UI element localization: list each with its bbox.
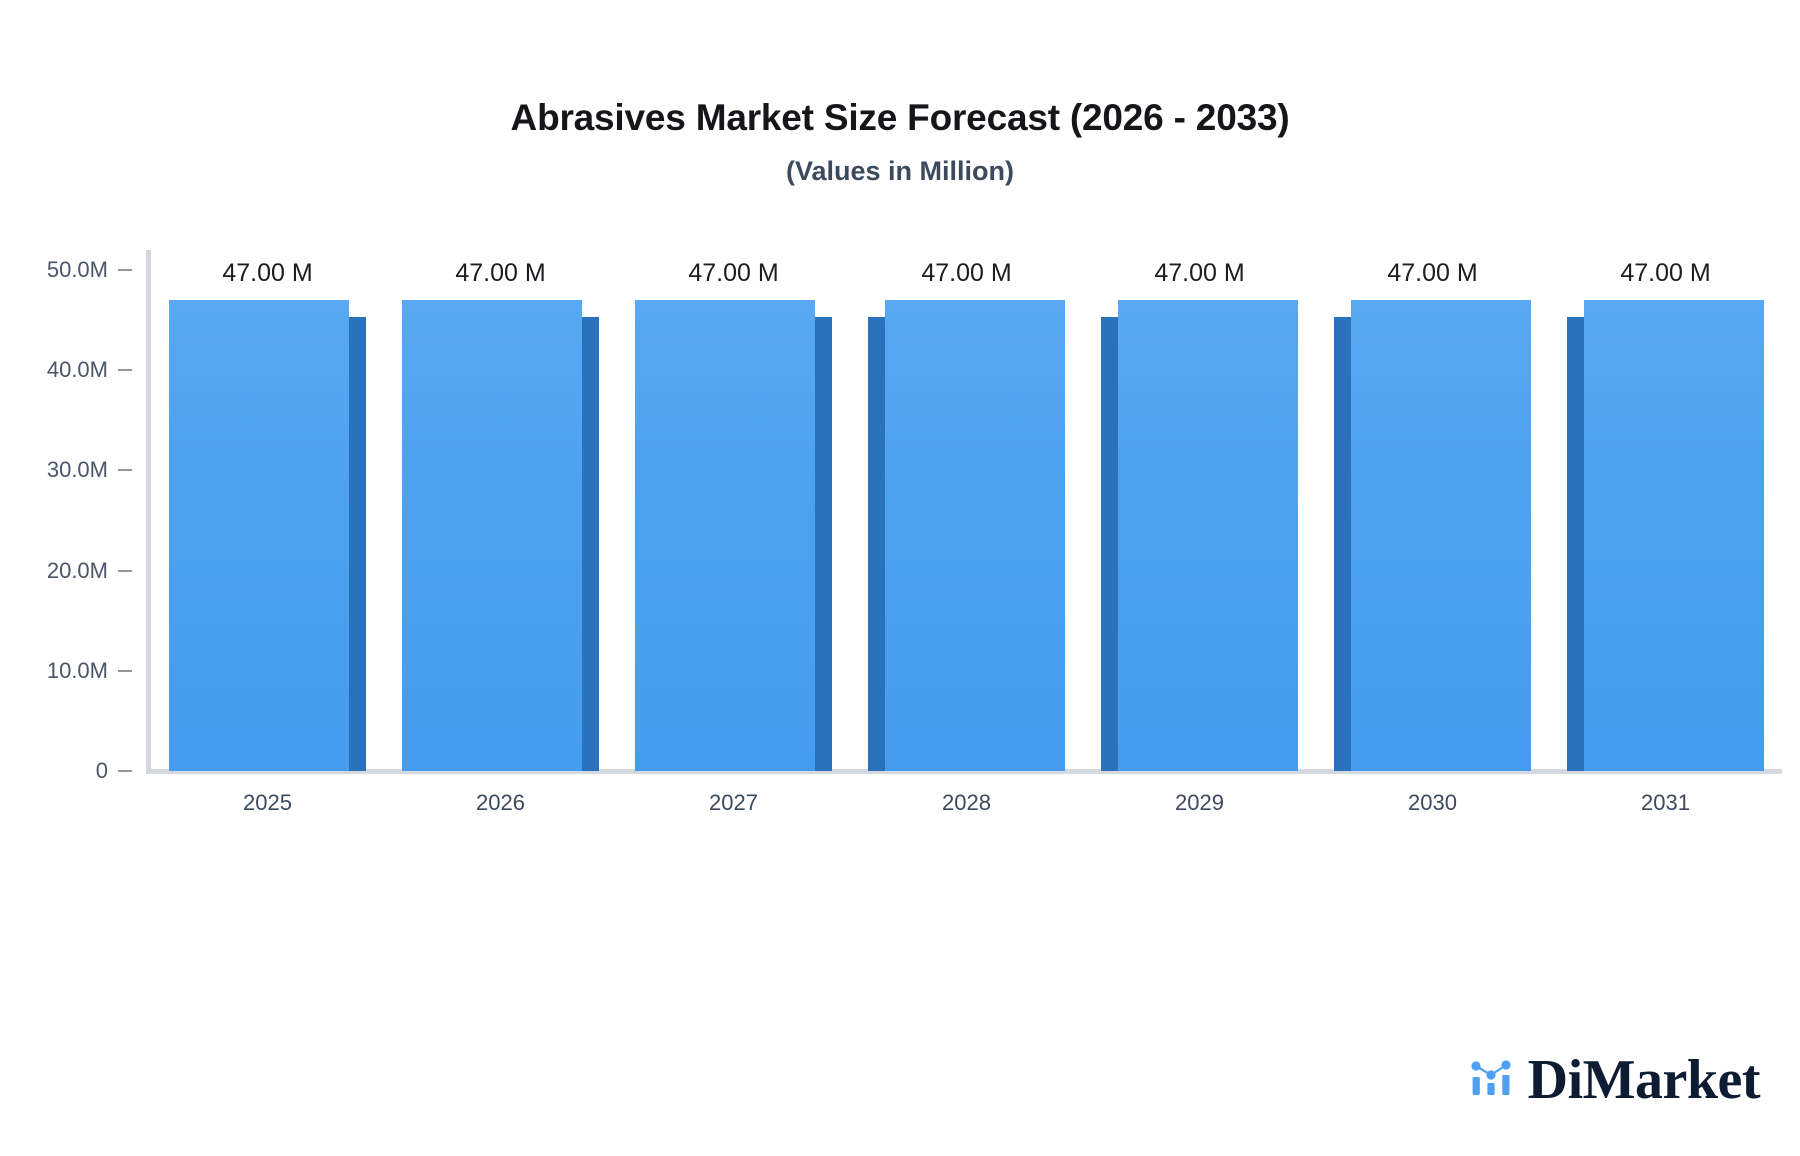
- x-axis-tick-label: 2031: [1641, 790, 1690, 815]
- bar-series: 47.00 M 47.00 M 47.00 M 47.00 M 47.00 M 47.00…: [151, 250, 1782, 771]
- y-axis-tick: 30.0M: [46, 457, 132, 483]
- bar-front-face: [635, 300, 815, 771]
- bar-group: 47.00 M: [850, 250, 1083, 771]
- chart-title: Abrasives Market Size Forecast (2026 - 2…: [510, 97, 1290, 138]
- bar-group: 47.00 M: [384, 250, 617, 771]
- bar-group: 47.00 M: [1083, 250, 1316, 771]
- y-axis-line: [146, 250, 151, 772]
- x-axis-line: [146, 769, 1782, 774]
- bar-group: 47.00 M: [1316, 250, 1549, 771]
- logo-wordmark: DiMarket: [1527, 1049, 1761, 1111]
- x-axis-tick-label: 2026: [476, 790, 525, 815]
- bar-value-label: 47.00 M: [688, 259, 779, 288]
- bar[interactable]: [1083, 300, 1316, 771]
- bar-value-label: 47.00 M: [1387, 259, 1478, 288]
- x-axis-tick-label: 2028: [942, 790, 991, 815]
- y-axis-tick-label: 10.0M: [46, 657, 108, 683]
- bar-side-face: [814, 317, 832, 771]
- bar-side-face: [1567, 317, 1585, 771]
- bar-group: 47.00 M: [151, 250, 384, 771]
- x-axis-tick-label: 2030: [1408, 790, 1457, 815]
- bar-value-label: 47.00 M: [1620, 259, 1711, 288]
- x-axis-tick-label: 2029: [1175, 790, 1224, 815]
- bar-side-face: [1334, 317, 1352, 771]
- y-axis-tick-label: 0: [95, 758, 108, 783]
- x-axis-tick-label: 2025: [243, 790, 292, 815]
- bar-front-face: [1584, 300, 1764, 771]
- bar[interactable]: [1549, 300, 1782, 771]
- bar[interactable]: [384, 300, 617, 771]
- y-axis-tick-label: 30.0M: [46, 457, 108, 483]
- plot-area: 0 10.0M 20.0M 30.0M 40.0M 50.0M 47.00 M 47.00 …: [0, 250, 1800, 900]
- bar-front-face: [885, 300, 1065, 771]
- y-axis-tick: 0: [95, 758, 132, 783]
- y-axis-tick-label: 40.0M: [46, 357, 108, 383]
- bar-side-face: [348, 317, 366, 771]
- y-axis-tick-mark: [118, 669, 132, 672]
- bar-group: 47.00 M: [617, 250, 850, 771]
- y-axis-tick-label: 50.0M: [46, 257, 108, 283]
- bar-front-face: [169, 300, 349, 771]
- bar-side-face: [1101, 317, 1119, 771]
- y-axis-tick-mark: [118, 469, 132, 472]
- y-axis-tick-mark: [118, 770, 132, 772]
- y-axis-tick-mark: [118, 369, 132, 372]
- y-axis-tick-mark: [118, 269, 132, 272]
- x-axis: 2025 2026 2027 2028 2029 2030 2031: [151, 790, 1782, 840]
- bar-value-label: 47.00 M: [455, 259, 546, 288]
- y-axis: 0 10.0M 20.0M 30.0M 40.0M 50.0M: [0, 250, 132, 890]
- dimarket-logo: DiMarket: [1468, 1049, 1761, 1111]
- bar-group: 47.00 M: [1549, 250, 1782, 771]
- bar-front-face: [1351, 300, 1531, 771]
- chart-subtitle: (Values in Million): [785, 155, 1015, 186]
- y-axis-tick: 10.0M: [46, 657, 132, 683]
- bar[interactable]: [850, 300, 1083, 771]
- y-axis-tick-mark: [118, 569, 132, 572]
- bar-side-face: [868, 317, 886, 771]
- bar-front-face: [402, 300, 582, 771]
- bar-value-label: 47.00 M: [921, 259, 1012, 288]
- bar[interactable]: [151, 300, 384, 771]
- bar-value-label: 47.00 M: [1154, 259, 1245, 288]
- x-axis-tick-label: 2027: [709, 790, 758, 815]
- bar-value-label: 47.00 M: [222, 259, 313, 288]
- y-axis-tick-label: 20.0M: [46, 557, 108, 583]
- bar[interactable]: [1316, 300, 1549, 771]
- chart-header: Abrasives Market Size Forecast (2026 - 2…: [0, 97, 1800, 186]
- bar[interactable]: [617, 300, 850, 771]
- bar-chart-logo-icon: [1468, 1055, 1514, 1106]
- bar-side-face: [581, 317, 599, 771]
- y-axis-tick: 40.0M: [46, 357, 132, 383]
- y-axis-tick: 20.0M: [46, 557, 132, 583]
- bar-front-face: [1118, 300, 1298, 771]
- y-axis-tick: 50.0M: [46, 257, 132, 283]
